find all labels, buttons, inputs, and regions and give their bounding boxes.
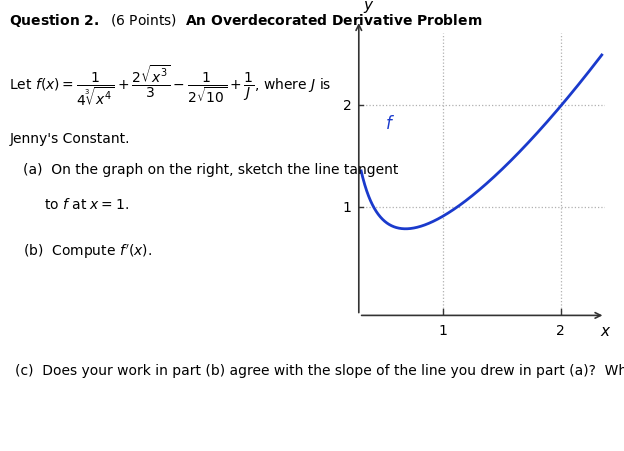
Text: (b)  Compute $f'(x)$.: (b) Compute $f'(x)$.	[23, 242, 152, 260]
Text: 1: 1	[439, 323, 448, 337]
Text: (c)  Does your work in part (b) agree with the slope of the line you drew in par: (c) Does your work in part (b) agree wit…	[16, 364, 624, 377]
Text: Jenny's Constant.: Jenny's Constant.	[9, 132, 130, 146]
Text: Let $f(x) = \dfrac{1}{4\sqrt[3]{x^4}} + \dfrac{2\sqrt{x^3}}{3} - \dfrac{1}{2\sqr: Let $f(x) = \dfrac{1}{4\sqrt[3]{x^4}} + …	[9, 64, 332, 108]
Text: $f$: $f$	[384, 115, 394, 133]
Text: to $f$ at $x = 1$.: to $f$ at $x = 1$.	[44, 196, 129, 211]
Text: $\mathbf{Question\ 2.}$  (6 Points)  $\mathbf{An\ Overdecorated\ Derivative\ Pro: $\mathbf{Question\ 2.}$ (6 Points) $\mat…	[9, 12, 483, 29]
Text: $y$: $y$	[364, 0, 375, 15]
Text: 2: 2	[557, 323, 565, 337]
Text: (a)  On the graph on the right, sketch the line tangent: (a) On the graph on the right, sketch th…	[23, 162, 399, 176]
Text: 2: 2	[343, 98, 352, 112]
Text: $x$: $x$	[600, 323, 611, 338]
Text: 1: 1	[343, 201, 352, 215]
